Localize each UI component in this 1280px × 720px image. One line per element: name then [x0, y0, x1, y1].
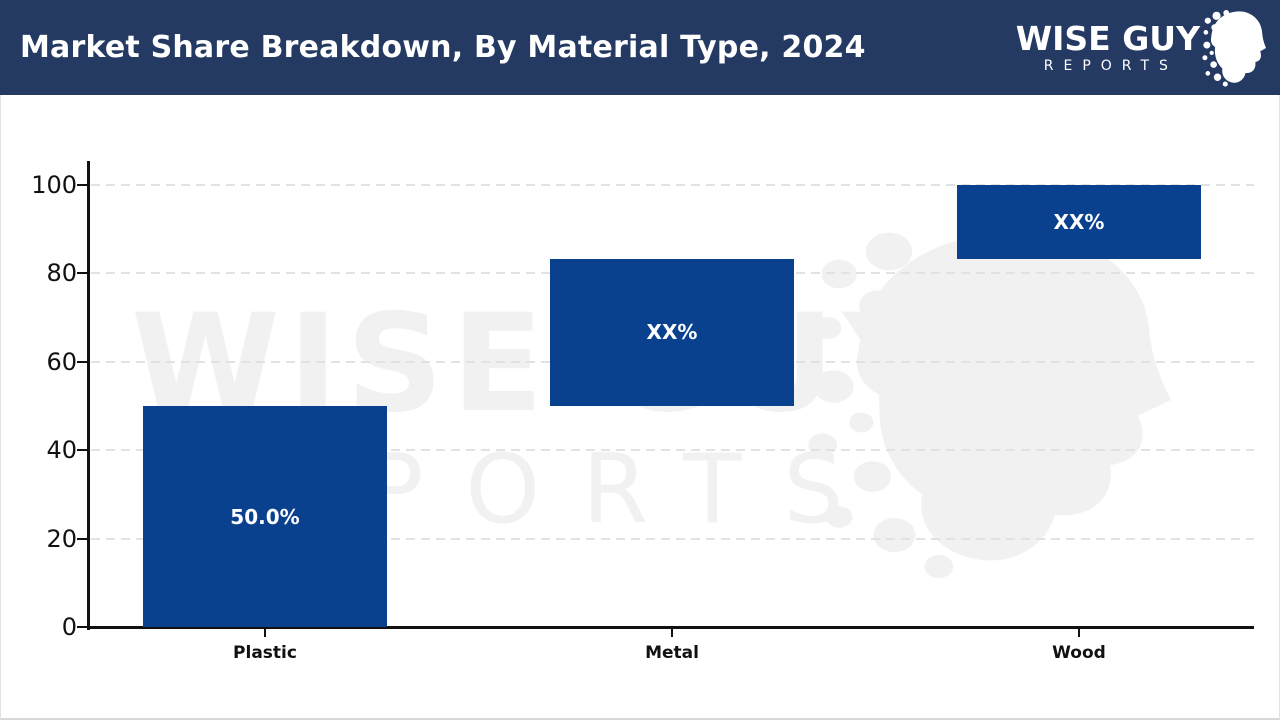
y-tick-label: 0: [61, 613, 77, 641]
x-axis-line: [87, 626, 1254, 629]
grid-line: [91, 537, 1254, 540]
grid-line: [91, 184, 1254, 186]
chart-area: WISE GUY REPORTS 0 20 40 60 80 100 50.0% Plasti…: [0, 95, 1280, 720]
y-axis-tick: [77, 537, 89, 540]
x-axis-tick: [264, 629, 266, 637]
bar-value-label: 50.0%: [230, 504, 300, 529]
y-axis-line: [87, 161, 90, 630]
bar-value-label: XX%: [646, 320, 698, 345]
logo-wordmark-line1: WISE GUY: [1015, 18, 1200, 58]
y-axis-tick: [77, 360, 89, 363]
wiseguy-logo: WISE GUY REPORTS: [1016, 9, 1266, 87]
x-axis-tick: [1078, 629, 1080, 637]
wiseguy-head-icon: [1202, 9, 1266, 87]
y-tick-label: 100: [31, 171, 77, 199]
x-category-label: Metal: [645, 643, 699, 663]
y-axis-tick: [77, 184, 89, 186]
logo-wordmark: WISE GUY REPORTS: [1015, 18, 1200, 74]
y-tick-label: 60: [46, 347, 77, 376]
logo-wordmark-line2: REPORTS: [1043, 57, 1178, 74]
y-tick-label: 40: [46, 436, 77, 465]
x-category-label: Wood: [1052, 643, 1106, 663]
bar-metal: [550, 258, 794, 406]
chart-plot: 0 20 40 60 80 100 50.0% Plastic XX% Metal XX% Wood: [1, 95, 1279, 718]
y-axis-tick: [77, 449, 89, 452]
y-tick-label: 80: [46, 259, 77, 288]
x-axis-tick: [671, 629, 673, 637]
y-tick-label: 20: [46, 524, 77, 553]
bar-value-label: XX%: [1053, 209, 1105, 234]
header-bar: Market Share Breakdown, By Material Type…: [0, 0, 1280, 95]
bar-plastic: [143, 406, 387, 627]
page-title: Market Share Breakdown, By Material Type…: [20, 30, 866, 65]
x-category-label: Plastic: [233, 643, 297, 663]
y-axis-tick: [77, 626, 89, 628]
grid-line: [91, 449, 1254, 452]
y-axis-tick: [77, 272, 89, 275]
